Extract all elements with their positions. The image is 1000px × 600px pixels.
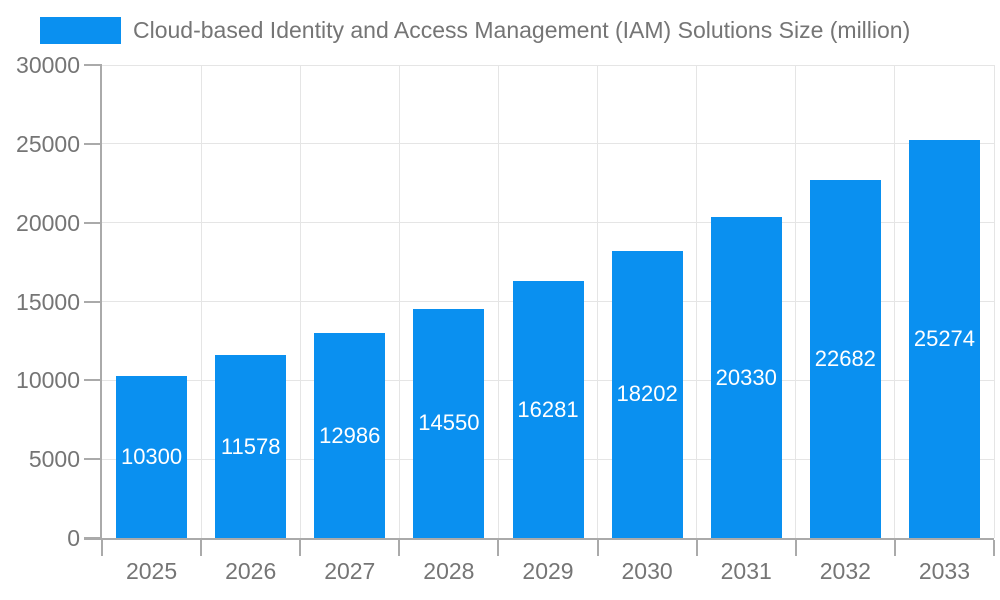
x-tick (596, 540, 599, 556)
y-tick (84, 300, 102, 303)
gridline-h (102, 222, 994, 224)
x-tick (993, 540, 995, 556)
y-axis-label: 20000 (16, 209, 80, 236)
legend[interactable]: Cloud-based Identity and Access Manageme… (40, 17, 910, 44)
bar[interactable]: 25274 (908, 139, 980, 538)
y-axis-line (100, 65, 102, 540)
bar[interactable]: 12986 (314, 333, 386, 538)
y-axis-label: 25000 (16, 130, 80, 157)
y-tick (84, 221, 102, 224)
bar-value-label: 10300 (120, 443, 183, 469)
bar[interactable]: 11578 (215, 355, 287, 538)
legend-swatch-icon (40, 17, 121, 44)
bar-value-label: 18202 (616, 381, 678, 407)
gridline-h (102, 64, 994, 66)
x-axis-label: 2031 (720, 558, 772, 584)
x-tick (497, 540, 500, 556)
x-axis-label: 2025 (125, 558, 178, 584)
bar[interactable]: 22682 (809, 180, 881, 538)
x-tick (794, 540, 797, 556)
gridline-v (993, 65, 995, 538)
x-axis-label: 2030 (621, 558, 673, 584)
x-tick (893, 540, 896, 556)
y-tick (84, 64, 102, 66)
legend-label: Cloud-based Identity and Access Manageme… (133, 17, 911, 43)
x-axis-label: 2032 (819, 558, 871, 584)
y-axis-label: 15000 (16, 288, 80, 315)
bar[interactable]: 10300 (116, 375, 188, 538)
bar-value-label: 22682 (814, 346, 876, 372)
gridline-h (102, 143, 994, 145)
bar[interactable]: 18202 (611, 251, 683, 538)
bar[interactable]: 16281 (512, 281, 584, 538)
bar-value-label: 11578 (220, 433, 281, 459)
y-tick (84, 458, 102, 461)
bar[interactable]: 14550 (413, 308, 485, 538)
bar-value-label: 14550 (418, 410, 480, 436)
y-tick (84, 379, 102, 382)
bar[interactable]: 20330 (710, 217, 782, 538)
x-axis-label: 2027 (324, 558, 376, 584)
bar-value-label: 20330 (715, 364, 777, 390)
x-tick (695, 540, 698, 556)
bar-value-label: 16281 (517, 396, 579, 422)
y-axis-label: 30000 (16, 52, 80, 78)
x-axis-label: 2033 (918, 558, 971, 584)
y-axis-label: 5000 (28, 446, 80, 473)
x-tick (299, 540, 302, 556)
x-axis-label: 2028 (423, 558, 475, 584)
x-tick (398, 540, 401, 556)
bar-value-label: 25274 (913, 325, 976, 351)
x-axis-line (84, 538, 994, 540)
x-tick (200, 540, 203, 556)
x-tick (101, 540, 103, 556)
x-axis-label: 2026 (225, 558, 277, 584)
y-axis-label: 10000 (16, 367, 80, 394)
bar-value-label: 12986 (319, 422, 381, 448)
x-axis-label: 2029 (522, 558, 574, 584)
y-tick (84, 142, 102, 145)
y-axis-label: 0 (67, 525, 80, 551)
